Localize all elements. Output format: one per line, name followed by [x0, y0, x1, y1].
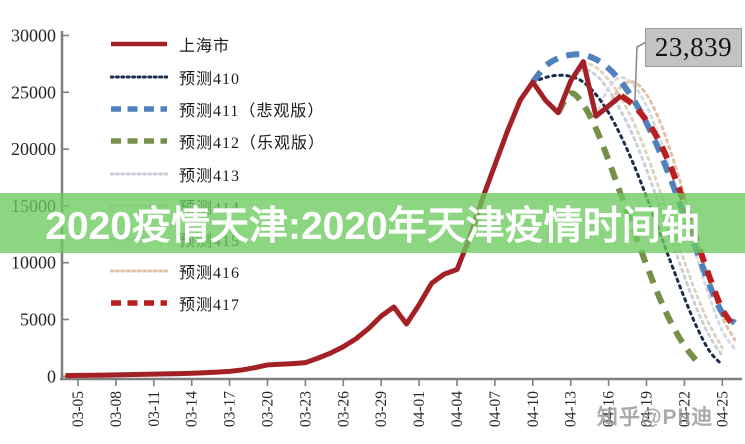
x-tick-label: 03-26	[335, 391, 352, 427]
series-p414	[581, 60, 724, 350]
callout-leader-line	[634, 41, 647, 103]
series-p413	[569, 67, 724, 358]
x-tick-label: 04-01	[411, 391, 428, 427]
series-shanghai	[65, 59, 623, 379]
legend-item-label: 预测413	[179, 167, 241, 185]
x-tick-label: 03-08	[108, 391, 125, 427]
legend-line-sample	[111, 300, 167, 307]
y-tick-label: 20000	[11, 139, 56, 159]
legend-item-shanghai: 上海市	[110, 28, 325, 60]
x-tick-label: 03-14	[184, 391, 201, 427]
x-tick-label: 04-19	[638, 391, 655, 427]
x-tick-label: 03-29	[373, 391, 390, 427]
legend-line-sample	[111, 106, 167, 112]
legend-line-sample	[110, 172, 168, 176]
x-tick-label: 04-04	[449, 391, 466, 427]
watermark: 知乎@Ph迪	[597, 406, 714, 429]
x-tick-label: 04-22	[676, 391, 693, 427]
y-tick-label: 5000	[20, 310, 56, 330]
x-tick-label: 03-11	[146, 391, 163, 427]
y-tick-label: 10000	[11, 253, 56, 273]
legend-item-label: 预测411（悲观版）	[179, 102, 325, 120]
x-tick-label: 03-05	[70, 391, 87, 427]
legend-item-label: 预测410	[179, 70, 241, 88]
x-tick-label: 03-23	[297, 391, 314, 427]
x-tick-label: 04-10	[525, 391, 542, 427]
banner-title: 2020疫情天津:2020年天津疫情时间轴	[45, 205, 700, 248]
series-p417	[619, 93, 738, 330]
chart-legend: 上海市预测410预测411（悲观版）预测412（乐观版）预测413预测414预测…	[110, 28, 325, 320]
x-tick-label: 04-16	[601, 391, 618, 427]
x-tick-label: 03-17	[222, 391, 239, 427]
y-tick-label: 0	[47, 366, 56, 386]
y-tick-label: 30000	[11, 26, 56, 46]
legend-line-sample	[111, 41, 167, 47]
x-tick-label: 04-13	[563, 391, 580, 427]
series-p410	[531, 73, 724, 367]
title-banner: 2020疫情天津:2020年天津疫情时间轴	[0, 193, 745, 253]
callout-label-box: 23,839	[645, 28, 742, 67]
legend-item-p411: 预测411（悲观版）	[110, 93, 325, 125]
legend-item-p416: 预测416	[110, 255, 325, 287]
legend-item-p412: 预测412（乐观版）	[110, 125, 325, 157]
x-tick-label: 03-20	[259, 391, 276, 427]
legend-item-label: 上海市	[179, 38, 231, 56]
legend-item-p413: 预测413	[110, 158, 325, 190]
x-tick-label: 04-07	[487, 391, 504, 427]
legend-item-p410: 预测410	[110, 60, 325, 92]
legend-item-label: 预测416	[179, 264, 241, 282]
series-p416	[607, 80, 737, 342]
legend-item-p417: 预测417	[110, 287, 325, 319]
legend-line-sample	[110, 75, 168, 79]
series-p411	[530, 51, 737, 326]
legend-line-sample	[110, 269, 168, 273]
legend-line-sample	[111, 138, 167, 145]
y-tick-label: 25000	[11, 82, 56, 102]
legend-item-label: 预测417	[179, 297, 241, 315]
legend-item-label: 预测412（乐观版）	[179, 135, 326, 153]
x-tick-label: 04-25	[714, 391, 731, 427]
